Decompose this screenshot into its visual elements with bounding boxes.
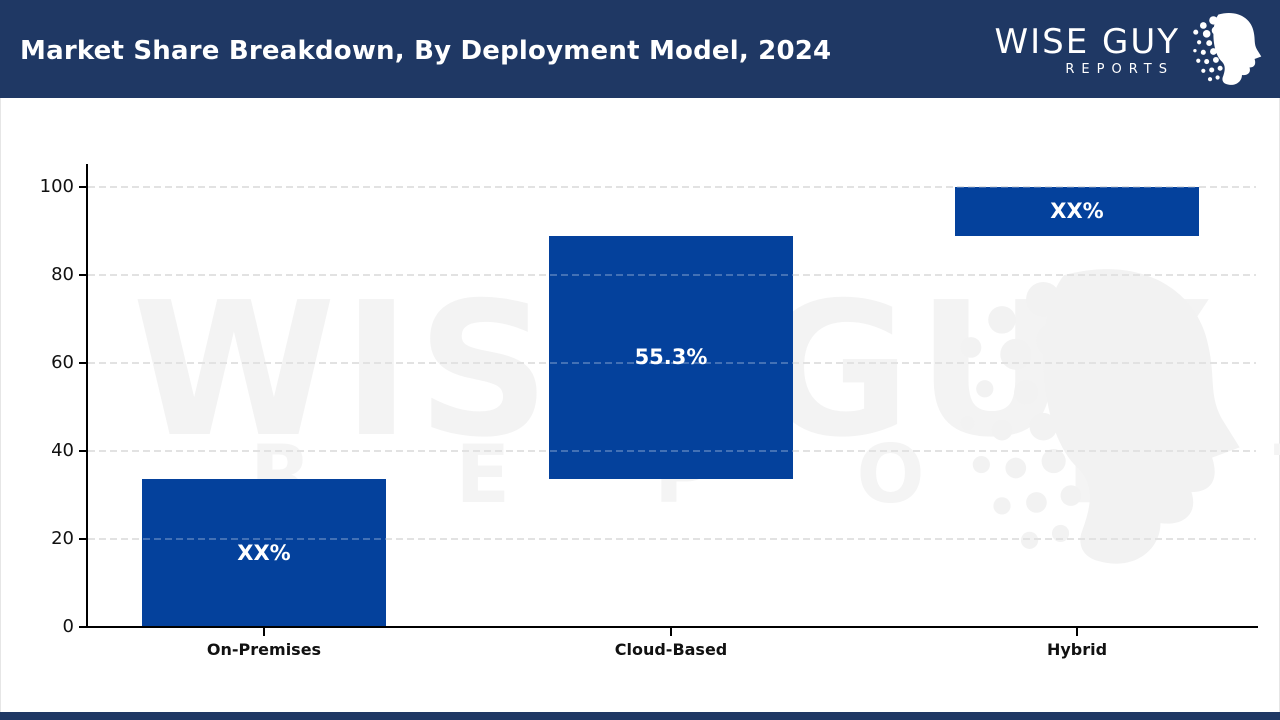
bar-value-label: 55.3% <box>634 345 708 370</box>
wise-guy-reports-logo: WISE GUY REPORTS <box>994 6 1270 92</box>
x-tick-cloud-based <box>670 628 672 636</box>
bar-cloud-based <box>549 235 793 479</box>
x-axis-line <box>86 626 1258 628</box>
y-tick-label-0: 0 <box>62 616 74 637</box>
y-axis-line <box>86 164 88 628</box>
y-tick-100 <box>79 186 87 189</box>
gridline-overlay-20 <box>88 538 1256 541</box>
bar-value-label: XX% <box>237 540 291 565</box>
category-label-cloud-based: Cloud-Based <box>614 640 728 659</box>
gridline-20 <box>88 538 1256 541</box>
gridline-100 <box>88 186 1256 189</box>
category-label-hybrid: Hybrid <box>1046 640 1108 659</box>
y-tick-label-20: 20 <box>51 528 74 550</box>
chart-title: Market Share Breakdown, By Deployment Mo… <box>20 36 832 66</box>
y-tick-label-60: 60 <box>51 352 74 374</box>
bar-on-premises <box>142 478 386 627</box>
logo-wiseguy-text: WISE GUY <box>994 22 1180 62</box>
y-tick-label-100: 100 <box>39 176 74 198</box>
bar-value-label: XX% <box>1050 199 1104 224</box>
header-bar: Market Share Breakdown, By Deployment Mo… <box>0 0 1280 98</box>
gridline-overlay-60 <box>88 362 1256 365</box>
logo-head-icon <box>1193 13 1262 85</box>
gridline-overlay-80 <box>88 274 1256 277</box>
y-tick-label-80: 80 <box>51 264 74 286</box>
y-tick-0 <box>79 626 87 628</box>
y-tick-60 <box>79 362 87 365</box>
category-label-on-premises: On-Premises <box>206 640 322 659</box>
x-tick-hybrid <box>1076 628 1078 636</box>
logo-reports-text: REPORTS <box>1065 62 1174 77</box>
gridline-overlay-100 <box>88 186 1256 189</box>
footer-bar <box>0 712 1280 720</box>
y-tick-label-40: 40 <box>51 440 74 462</box>
x-tick-on-premises <box>263 628 265 636</box>
bar-hybrid <box>955 187 1199 236</box>
gridline-overlay-40 <box>88 450 1256 453</box>
y-tick-80 <box>79 274 87 277</box>
y-tick-40 <box>79 450 87 453</box>
y-tick-20 <box>79 538 87 541</box>
watermark-head-icon <box>960 269 1240 564</box>
